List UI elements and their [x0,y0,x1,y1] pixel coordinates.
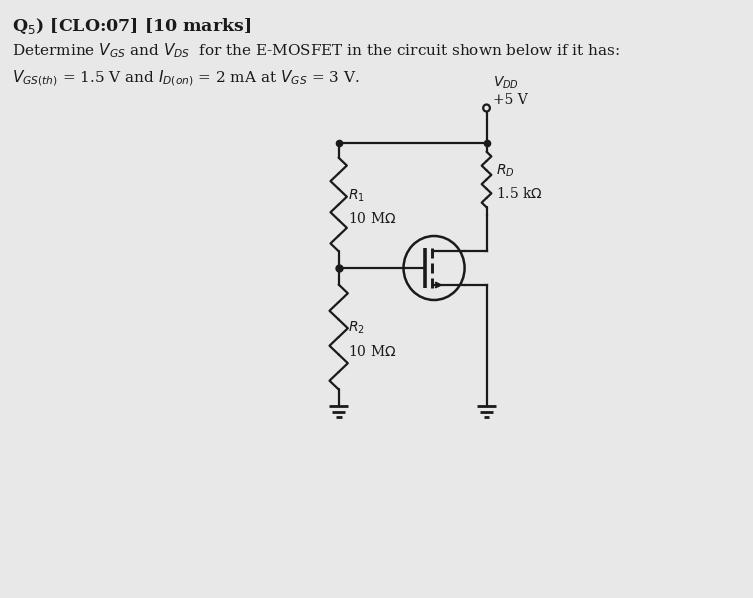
Text: $R_2$: $R_2$ [348,320,365,336]
Text: +5 V: +5 V [493,93,528,107]
Text: $R_1$: $R_1$ [348,187,365,204]
Text: $V_{DD}$: $V_{DD}$ [493,75,520,91]
Text: 10 M$\Omega$: 10 M$\Omega$ [348,211,397,226]
Text: 1.5 k$\Omega$: 1.5 k$\Omega$ [496,186,543,201]
Text: 10 M$\Omega$: 10 M$\Omega$ [348,343,397,358]
Text: Determine $V_{GS}$ and $V_{DS}$  for the E-MOSFET in the circuit shown below if : Determine $V_{GS}$ and $V_{DS}$ for the … [12,41,620,60]
Text: $R_D$: $R_D$ [496,162,515,179]
Text: $V_{GS(th)}$ = 1.5 V and $I_{D(on)}$ = 2 mA at $V_{GS}$ = 3 V.: $V_{GS(th)}$ = 1.5 V and $I_{D(on)}$ = 2… [12,68,360,87]
Text: Q$_5$) [CLO:07] [10 marks]: Q$_5$) [CLO:07] [10 marks] [12,16,252,36]
